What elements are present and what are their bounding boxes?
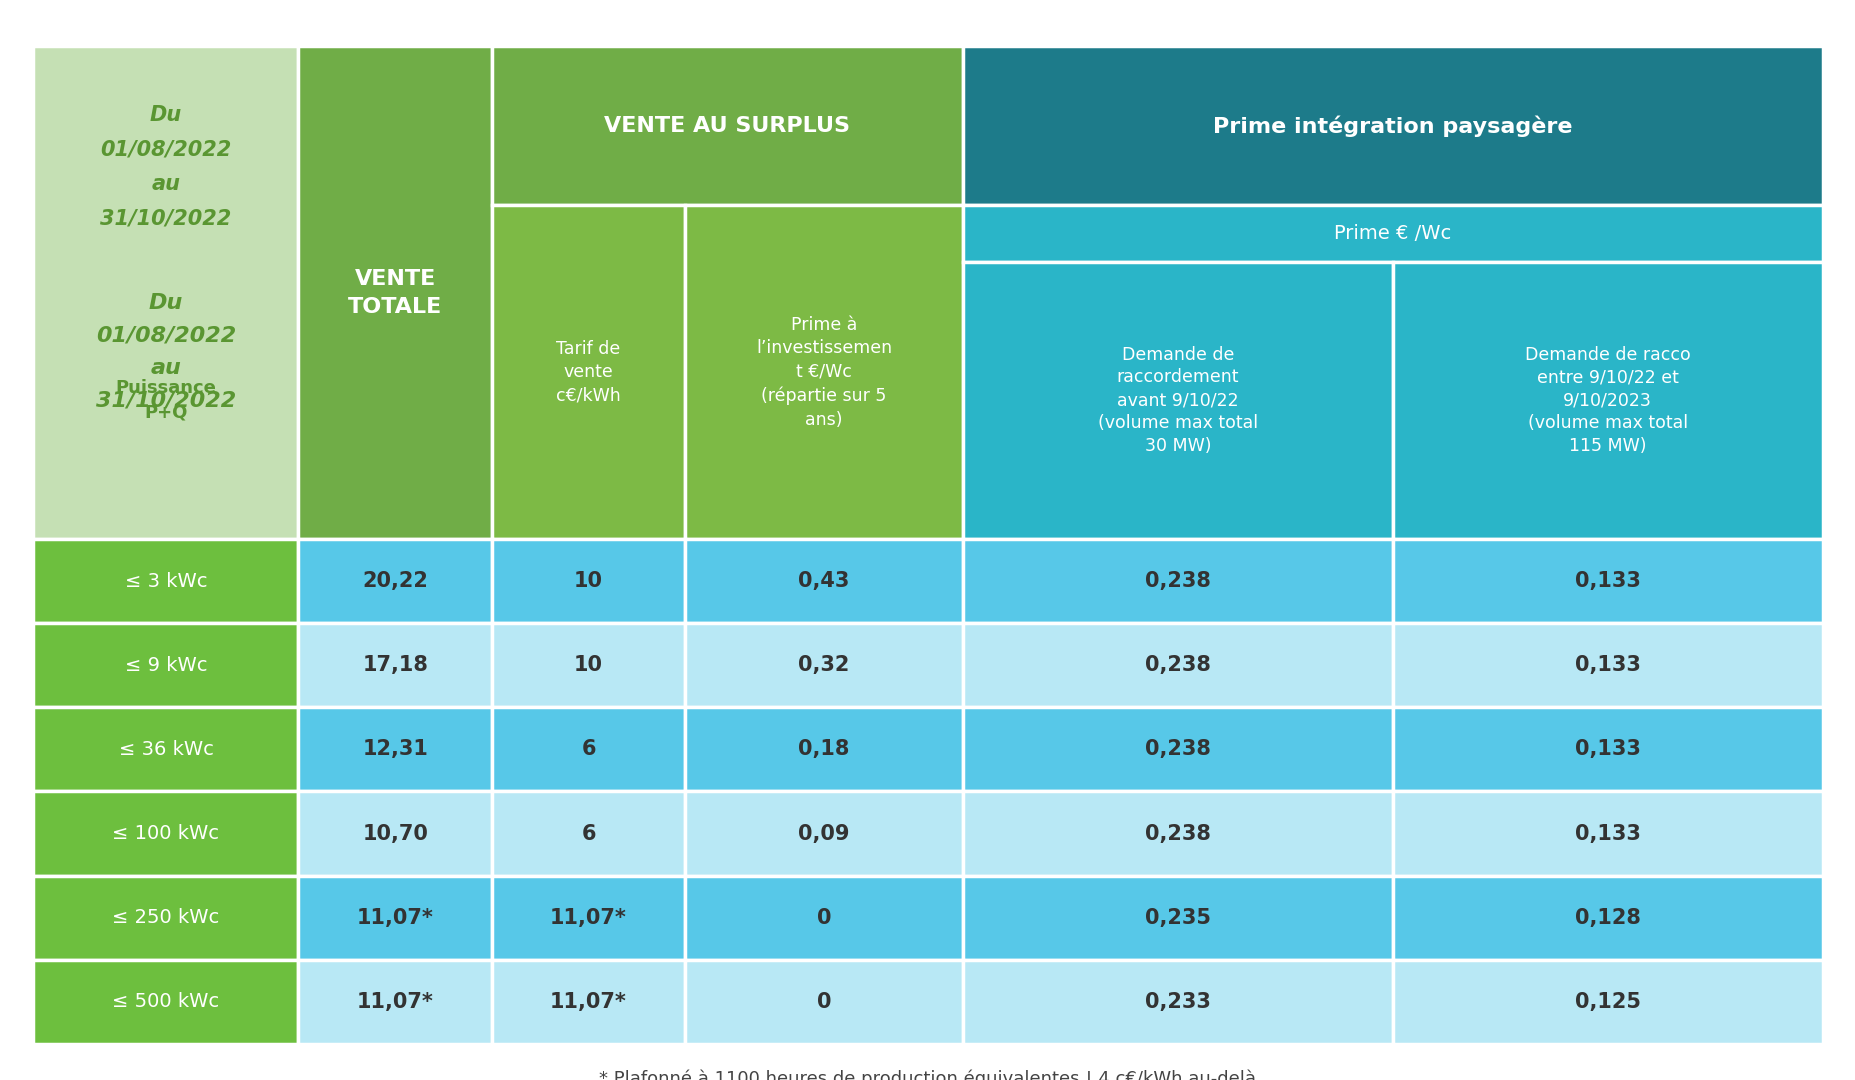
Bar [1391, 960, 1822, 1044]
Text: Prime intégration paysagère: Prime intégration paysagère [1213, 114, 1571, 136]
Bar [299, 876, 492, 960]
Bar [684, 960, 963, 1044]
Text: 11,07*: 11,07* [549, 908, 627, 928]
Bar [963, 623, 1391, 707]
Text: 6: 6 [581, 824, 595, 843]
Bar [1391, 261, 1822, 539]
Bar [299, 960, 492, 1044]
Text: 0,133: 0,133 [1573, 824, 1640, 843]
Text: Du
01/08/2022
au
31/10/2022: Du 01/08/2022 au 31/10/2022 [96, 293, 236, 411]
Bar [492, 707, 684, 792]
Text: 0,32: 0,32 [798, 656, 850, 675]
Text: ≤ 250 kWc: ≤ 250 kWc [113, 908, 219, 928]
Bar [684, 707, 963, 792]
Bar [33, 623, 299, 707]
Text: 17,18: 17,18 [362, 656, 429, 675]
Bar [1391, 792, 1822, 876]
Bar [299, 792, 492, 876]
Text: 0,238: 0,238 [1145, 656, 1209, 675]
Bar [492, 876, 684, 960]
Text: 0,125: 0,125 [1573, 991, 1640, 1012]
Text: ≤ 3 kWc: ≤ 3 kWc [124, 571, 208, 591]
Bar [963, 960, 1391, 1044]
Bar [33, 707, 299, 792]
Text: 0,18: 0,18 [798, 740, 850, 759]
Text: 11,07*: 11,07* [356, 991, 434, 1012]
Bar [33, 876, 299, 960]
Text: ≤ 100 kWc: ≤ 100 kWc [113, 824, 219, 843]
Text: 0,238: 0,238 [1145, 824, 1209, 843]
Text: Tarif de
vente
c€/kWh: Tarif de vente c€/kWh [556, 339, 621, 405]
Bar [684, 539, 963, 623]
Bar [492, 623, 684, 707]
Bar [33, 539, 299, 623]
Bar [492, 960, 684, 1044]
Bar [684, 792, 963, 876]
Bar [963, 539, 1391, 623]
Bar [33, 46, 299, 539]
Text: Prime à
l’investissemen
t €/Wc
(répartie sur 5
ans): Prime à l’investissemen t €/Wc (répartie… [755, 315, 892, 429]
Text: 12,31: 12,31 [362, 740, 429, 759]
Bar [1391, 623, 1822, 707]
Text: 10: 10 [573, 656, 603, 675]
Text: Puissance
P+Q: Puissance P+Q [115, 379, 217, 422]
Bar [1391, 707, 1822, 792]
Bar [33, 46, 299, 539]
Bar [492, 539, 684, 623]
Text: Demande de
raccordement
avant 9/10/22
(volume max total
30 MW): Demande de raccordement avant 9/10/22 (v… [1096, 346, 1258, 455]
Text: 0,09: 0,09 [798, 824, 850, 843]
Bar [1391, 539, 1822, 623]
Text: 0,235: 0,235 [1145, 908, 1209, 928]
Text: 0,238: 0,238 [1145, 571, 1209, 591]
Text: 0,128: 0,128 [1573, 908, 1640, 928]
Text: 0,133: 0,133 [1573, 656, 1640, 675]
Bar [299, 46, 492, 539]
Bar [1391, 876, 1822, 960]
Text: 0: 0 [816, 991, 831, 1012]
Bar [299, 623, 492, 707]
Text: 0,43: 0,43 [798, 571, 850, 591]
Bar [33, 792, 299, 876]
Text: ≤ 9 kWc: ≤ 9 kWc [124, 656, 208, 675]
Bar [963, 792, 1391, 876]
Text: 11,07*: 11,07* [356, 908, 434, 928]
Text: 10,70: 10,70 [362, 824, 429, 843]
Text: VENTE
TOTALE: VENTE TOTALE [349, 269, 441, 316]
Text: VENTE AU SURPLUS: VENTE AU SURPLUS [605, 116, 850, 136]
Bar [299, 539, 492, 623]
Bar [963, 261, 1391, 539]
Text: 0,233: 0,233 [1145, 991, 1209, 1012]
Text: 10: 10 [573, 571, 603, 591]
Text: 0,133: 0,133 [1573, 571, 1640, 591]
Text: 20,22: 20,22 [362, 571, 429, 591]
Text: 0,133: 0,133 [1573, 740, 1640, 759]
Text: 6: 6 [581, 740, 595, 759]
Bar [684, 205, 963, 539]
Bar [33, 960, 299, 1044]
Bar [963, 707, 1391, 792]
Bar [492, 205, 684, 539]
Text: 0: 0 [816, 908, 831, 928]
Bar [299, 707, 492, 792]
Bar [963, 46, 1822, 205]
Bar [684, 876, 963, 960]
Text: Prime € /Wc: Prime € /Wc [1334, 224, 1451, 243]
Text: * Plafonné à 1100 heures de production équivalentes ! 4 c€/kWh au-delà: * Plafonné à 1100 heures de production é… [599, 1069, 1256, 1080]
Text: 0,238: 0,238 [1145, 740, 1209, 759]
Text: Du
01/08/2022
au
31/10/2022: Du 01/08/2022 au 31/10/2022 [100, 106, 232, 229]
Bar [963, 876, 1391, 960]
Bar [492, 46, 963, 205]
Text: ≤ 36 kWc: ≤ 36 kWc [119, 740, 213, 759]
Bar [963, 205, 1822, 261]
Text: 11,07*: 11,07* [549, 991, 627, 1012]
Text: ≤ 500 kWc: ≤ 500 kWc [113, 993, 219, 1012]
Bar [684, 623, 963, 707]
Bar [492, 792, 684, 876]
Text: Demande de racco
entre 9/10/22 et
9/10/2023
(volume max total
115 MW): Demande de racco entre 9/10/22 et 9/10/2… [1525, 346, 1690, 455]
